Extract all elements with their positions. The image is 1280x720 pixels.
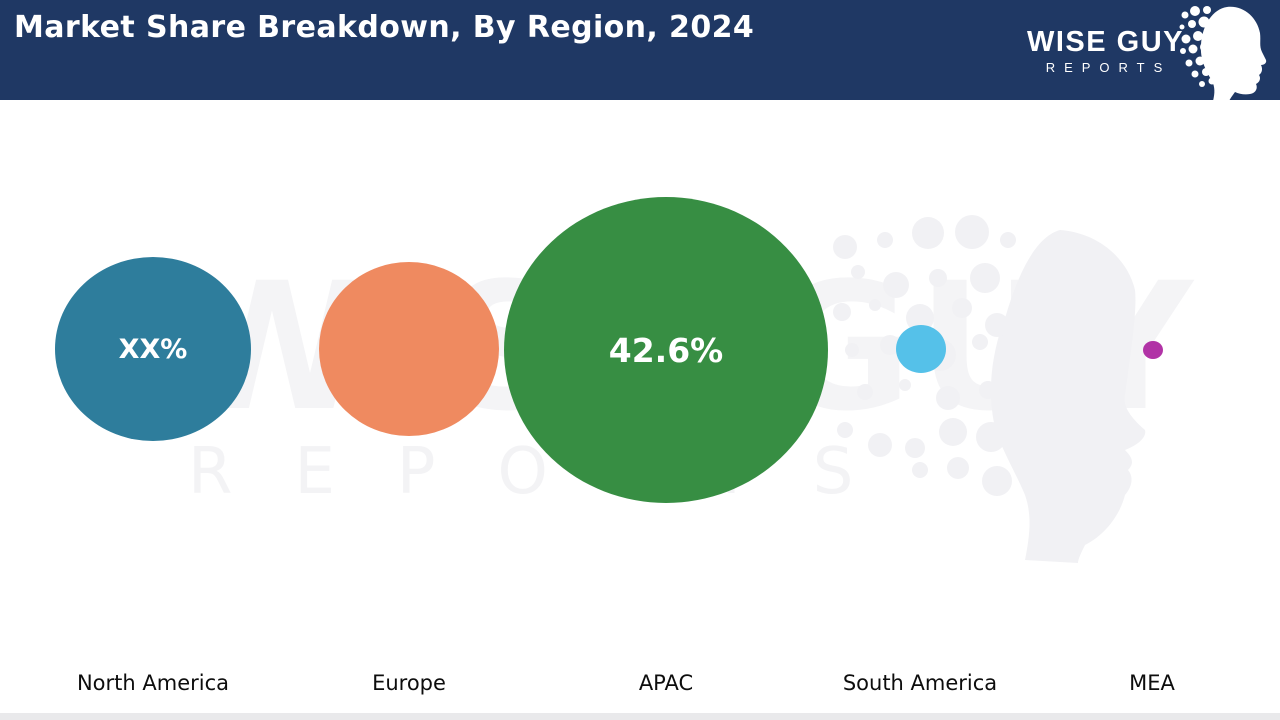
chart-area: WISE GUY REPORTS XX%42.6% North Amer: [0, 100, 1280, 720]
bottom-strip: [0, 713, 1280, 720]
logo-head-icon: [1179, 6, 1267, 101]
bubble-europe: [319, 262, 499, 436]
logo-wordmark: WISE GUY: [1026, 25, 1184, 58]
bubble-mea: [1143, 341, 1163, 359]
category-label-south-america: South America: [842, 671, 998, 695]
bubble-value-label: XX%: [118, 333, 188, 365]
bubble-north-america: XX%: [55, 257, 251, 441]
category-label-apac: APAC: [638, 671, 694, 695]
category-label-mea: MEA: [1129, 671, 1175, 695]
header: Market Share Breakdown, By Region, 2024 …: [0, 0, 1280, 101]
category-label-europe: Europe: [372, 671, 446, 695]
page-title: Market Share Breakdown, By Region, 2024: [14, 10, 755, 45]
logo-reports-label: REPORTS: [1045, 60, 1172, 76]
logo-wordmark-block: WISE GUY REPORTS: [1026, 25, 1184, 76]
bubble-value-label: 42.6%: [608, 330, 724, 370]
category-label-north-america: North America: [76, 671, 230, 695]
bubble-apac: 42.6%: [504, 197, 828, 503]
wise-guy-logo: WISE GUY REPORTS: [1026, 6, 1268, 101]
